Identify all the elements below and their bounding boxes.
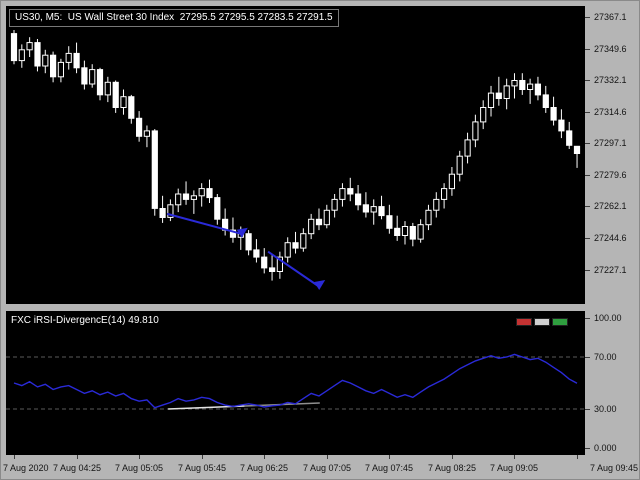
price-scale-label: 27227.1 (594, 265, 627, 275)
indicator-scale-label: 70.00 (594, 352, 617, 362)
time-scale-label: 7 Aug 09:45 (589, 463, 638, 473)
time-tick (202, 455, 203, 459)
price-scale-label: 27332.1 (594, 75, 627, 85)
price-tick (585, 175, 590, 176)
time-tick (452, 455, 453, 459)
price-scale-label: 27314.6 (594, 107, 627, 117)
time-scale-label: 7 Aug 09:05 (489, 463, 539, 473)
indicator-subwindow[interactable]: FXC iRSI-DivergencE(14) 49.810 (6, 311, 585, 455)
indicator-tick (585, 448, 590, 449)
time-tick (514, 455, 515, 459)
price-tick (585, 80, 590, 81)
price-tick (585, 206, 590, 207)
price-scale-label: 27349.6 (594, 44, 627, 54)
price-scale[interactable]: 27367.1 27349.6 27332.1 27314.6 27297.1 27279… (585, 6, 640, 304)
time-scale-label: 7 Aug 07:45 (364, 463, 414, 473)
time-scale-label: 7 Aug 08:25 (427, 463, 477, 473)
price-tick (585, 112, 590, 113)
time-tick (577, 455, 578, 459)
time-scale-label: 7 Aug 06:25 (239, 463, 289, 473)
time-tick (327, 455, 328, 459)
indicator-tick (585, 409, 590, 410)
time-scale-label: 7 Aug 04:25 (52, 463, 102, 473)
price-scale-label: 27297.1 (594, 138, 627, 148)
candlestick-canvas[interactable] (6, 6, 585, 304)
time-scale-label: 7 Aug 05:05 (114, 463, 164, 473)
indicator-tick (585, 357, 590, 358)
price-scale-label: 27279.6 (594, 170, 627, 180)
time-tick (77, 455, 78, 459)
price-tick (585, 17, 590, 18)
divergence-arrow (167, 212, 248, 238)
time-scale-label: 7 Aug 2020 (3, 463, 49, 473)
time-scale-label: 7 Aug 05:45 (177, 463, 227, 473)
price-tick (585, 270, 590, 271)
indicator-scale-label: 100.00 (594, 313, 622, 323)
price-tick (585, 143, 590, 144)
indicator-title: FXC iRSI-DivergencE(14) 49.810 (11, 315, 159, 326)
time-tick (14, 455, 15, 459)
divergence-arrow (267, 250, 326, 290)
time-scale-label: 7 Aug 07:05 (302, 463, 352, 473)
price-scale-label: 27367.1 (594, 12, 627, 22)
chart-symbol-title: US30, M5: US Wall Street 30 Index 27295.… (9, 9, 339, 27)
fxc-block-silver (534, 318, 550, 326)
price-scale-label: 27262.1 (594, 201, 627, 211)
rsi-line (13, 353, 578, 409)
price-tick (585, 238, 590, 239)
time-tick (139, 455, 140, 459)
price-tick (585, 49, 590, 50)
time-scale[interactable]: 7 Aug 2020 7 Aug 04:25 7 Aug 05:05 7 Aug 05… (0, 455, 640, 480)
main-chart-pane[interactable]: US30, M5: US Wall Street 30 Index 27295.… (6, 6, 585, 304)
indicator-scale[interactable]: 100.00 70.00 30.00 0.000 (585, 311, 640, 455)
candles (10, 30, 581, 281)
fxc-block-green (552, 318, 568, 326)
panel-splitter[interactable] (0, 304, 640, 311)
time-tick (389, 455, 390, 459)
time-tick (264, 455, 265, 459)
indicator-tick (585, 318, 590, 319)
price-scale-label: 27244.6 (594, 233, 627, 243)
rsi-canvas[interactable] (6, 311, 585, 455)
indicator-scale-label: 30.00 (594, 404, 617, 414)
indicator-scale-label: 0.000 (594, 443, 617, 453)
fxc-block-red (516, 318, 532, 326)
